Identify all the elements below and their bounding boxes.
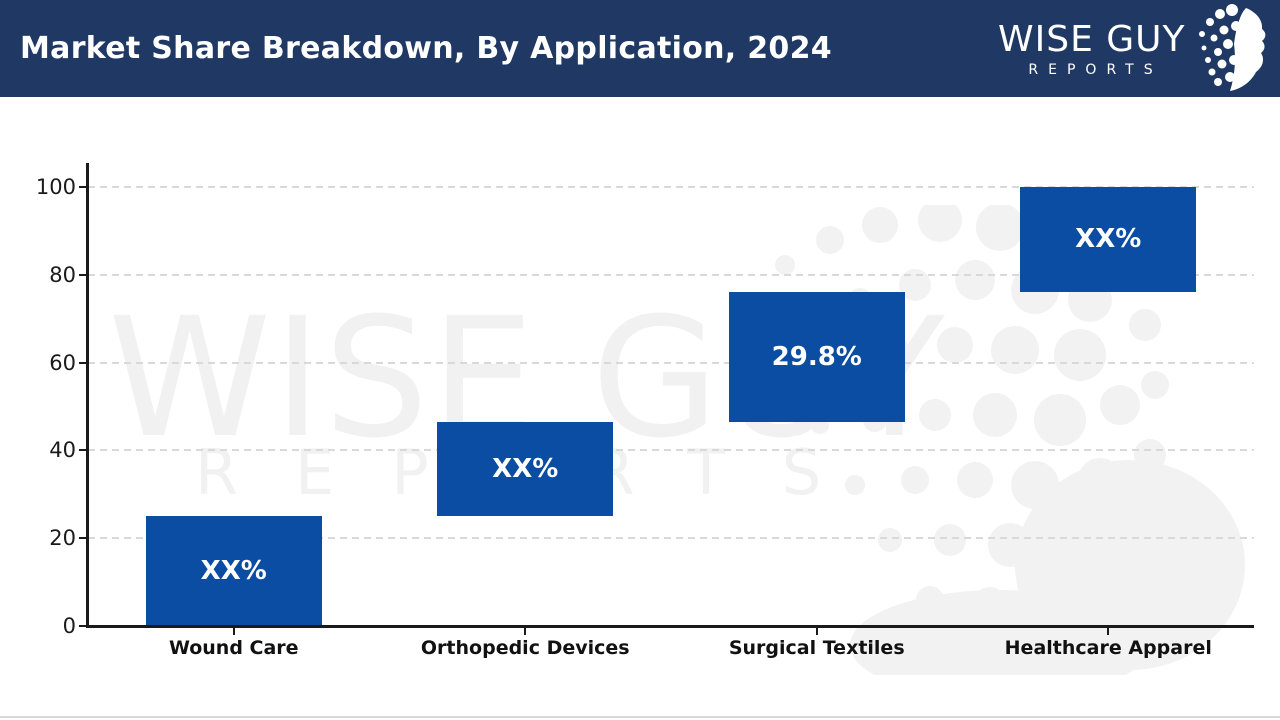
y-tick-mark bbox=[79, 186, 87, 189]
y-tick-label: 0 bbox=[62, 614, 76, 638]
x-tick-mark bbox=[1107, 627, 1110, 635]
brand-name: WISE GUY bbox=[998, 19, 1186, 60]
gridline bbox=[88, 273, 1254, 276]
bar-wound-care: XX% bbox=[145, 516, 322, 626]
brand-logo: WISE GUY REPORTS bbox=[998, 0, 1268, 97]
gridline bbox=[88, 361, 1254, 364]
y-tick-mark bbox=[79, 537, 87, 540]
y-axis-spine bbox=[86, 163, 89, 628]
header-bar: Market Share Breakdown, By Application, … bbox=[0, 0, 1280, 97]
x-category-label: Healthcare Apparel bbox=[1004, 637, 1212, 659]
x-tick-mark bbox=[524, 627, 527, 635]
bar-surgical-textiles: 29.8% bbox=[728, 291, 905, 423]
gridline bbox=[88, 186, 1254, 189]
x-category-label: Wound Care bbox=[168, 637, 299, 659]
chart-title: Market Share Breakdown, By Application, … bbox=[20, 31, 832, 66]
y-tick-label: 20 bbox=[49, 526, 76, 551]
bar-orthopedic-devices: XX% bbox=[437, 422, 614, 517]
y-tick-label: 100 bbox=[35, 175, 76, 200]
gridline bbox=[88, 449, 1254, 452]
brand-subname: REPORTS bbox=[1028, 62, 1163, 78]
gridline bbox=[88, 537, 1254, 540]
y-tick-mark bbox=[79, 625, 87, 627]
y-tick-mark bbox=[79, 449, 87, 452]
bottom-hairline bbox=[0, 716, 1280, 718]
y-tick-label: 40 bbox=[49, 438, 76, 463]
y-tick-label: 60 bbox=[49, 350, 76, 375]
brand-face-icon bbox=[1199, 4, 1266, 91]
x-tick-mark bbox=[815, 627, 818, 635]
y-tick-mark bbox=[79, 361, 87, 364]
bar-value-label: XX% bbox=[200, 556, 267, 587]
bar-healthcare-apparel: XX% bbox=[1020, 187, 1197, 292]
bar-value-label: XX% bbox=[492, 454, 559, 485]
x-axis-spine bbox=[86, 625, 1254, 628]
bar-value-label: 29.8% bbox=[771, 341, 862, 372]
x-category-label: Orthopedic Devices bbox=[420, 637, 630, 659]
x-tick-mark bbox=[232, 627, 235, 635]
y-tick-mark bbox=[79, 273, 87, 276]
x-category-label: Surgical Textiles bbox=[728, 637, 905, 659]
bar-value-label: XX% bbox=[1075, 224, 1142, 255]
y-tick-label: 80 bbox=[49, 262, 76, 287]
brand-logo-text: WISE GUY REPORTS bbox=[998, 19, 1186, 79]
